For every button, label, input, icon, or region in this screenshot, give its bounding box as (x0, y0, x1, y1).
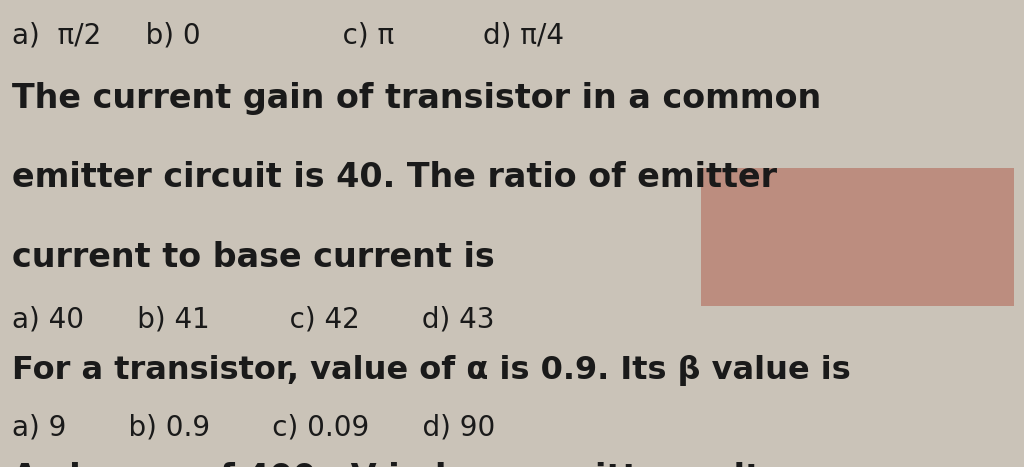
Text: a) 9       b) 0.9       c) 0.09      d) 90: a) 9 b) 0.9 c) 0.09 d) 90 (12, 413, 496, 441)
Text: current to base current is: current to base current is (12, 241, 495, 274)
Text: The current gain of transistor in a common: The current gain of transistor in a comm… (12, 82, 821, 115)
Text: For a transistor, value of α is 0.9. Its β value is: For a transistor, value of α is 0.9. Its… (12, 355, 851, 386)
Bar (701, 168, 1014, 306)
Text: emitter circuit is 40. The ratio of emitter: emitter circuit is 40. The ratio of emit… (12, 161, 777, 194)
Text: A change of 400mV in base-emitter voltage: A change of 400mV in base-emitter voltag… (12, 462, 830, 467)
Text: a)  π/2     b) 0                c) π          d) π/4: a) π/2 b) 0 c) π d) π/4 (12, 21, 564, 49)
Text: a) 40      b) 41         c) 42       d) 43: a) 40 b) 41 c) 42 d) 43 (12, 306, 495, 334)
